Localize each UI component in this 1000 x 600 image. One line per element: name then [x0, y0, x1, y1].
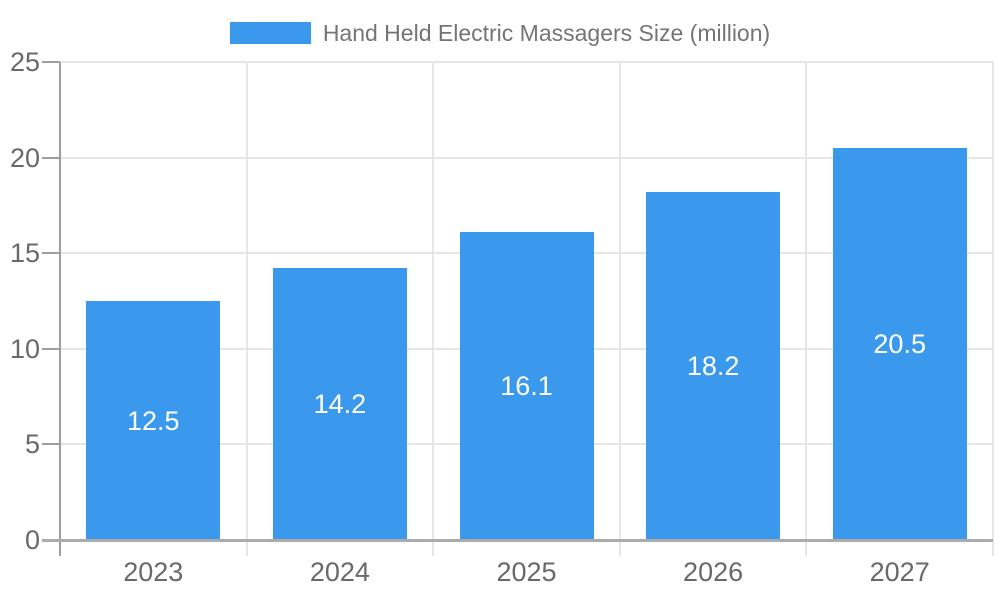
bar-value-label: 20.5	[873, 329, 926, 360]
bar	[272, 268, 407, 540]
category-gridline	[618, 62, 621, 556]
x-axis-tick-label: 2026	[683, 557, 744, 587]
y-tick	[42, 443, 60, 446]
x-axis-tick-label: 2027	[869, 557, 930, 587]
bar	[459, 232, 594, 540]
category-gridline	[805, 62, 808, 556]
x-axis-tick-label: 2023	[123, 557, 184, 587]
y-axis-tick-label: 20	[9, 142, 40, 173]
y-axis-tick-label: 0	[24, 525, 40, 555]
bar-value-label: 14.2	[313, 389, 367, 420]
category-gridline	[245, 62, 248, 556]
y-axis-tick-label: 5	[24, 429, 40, 460]
bar	[832, 148, 967, 540]
bar	[86, 301, 221, 540]
bar-value-label: 18.2	[686, 351, 740, 381]
y-axis-tick-label: 25	[9, 47, 40, 77]
bar-value-label: 16.1	[500, 371, 553, 402]
y-tick	[42, 156, 60, 159]
gridline	[60, 61, 993, 63]
legend-label: Hand Held Electric Massagers Size (milli…	[322, 20, 771, 46]
y-tick	[42, 61, 60, 63]
y-axis-tick-label: 15	[9, 238, 40, 269]
category-gridline	[992, 62, 994, 556]
legend-swatch	[229, 22, 311, 44]
x-axis-tick-label: 2025	[496, 557, 557, 587]
y-tick	[42, 252, 60, 255]
y-axis-tick-label: 10	[9, 333, 40, 364]
bar-value-label: 12.5	[127, 405, 180, 436]
x-axis-tick-label: 2024	[309, 557, 370, 587]
category-gridline	[432, 62, 435, 556]
x-baseline	[42, 539, 993, 542]
gridline	[60, 156, 993, 159]
y-tick	[42, 347, 60, 350]
bar	[646, 192, 781, 540]
y-axis-line	[59, 62, 61, 556]
legend: Hand Held Electric Massagers Size (milli…	[0, 20, 1000, 46]
